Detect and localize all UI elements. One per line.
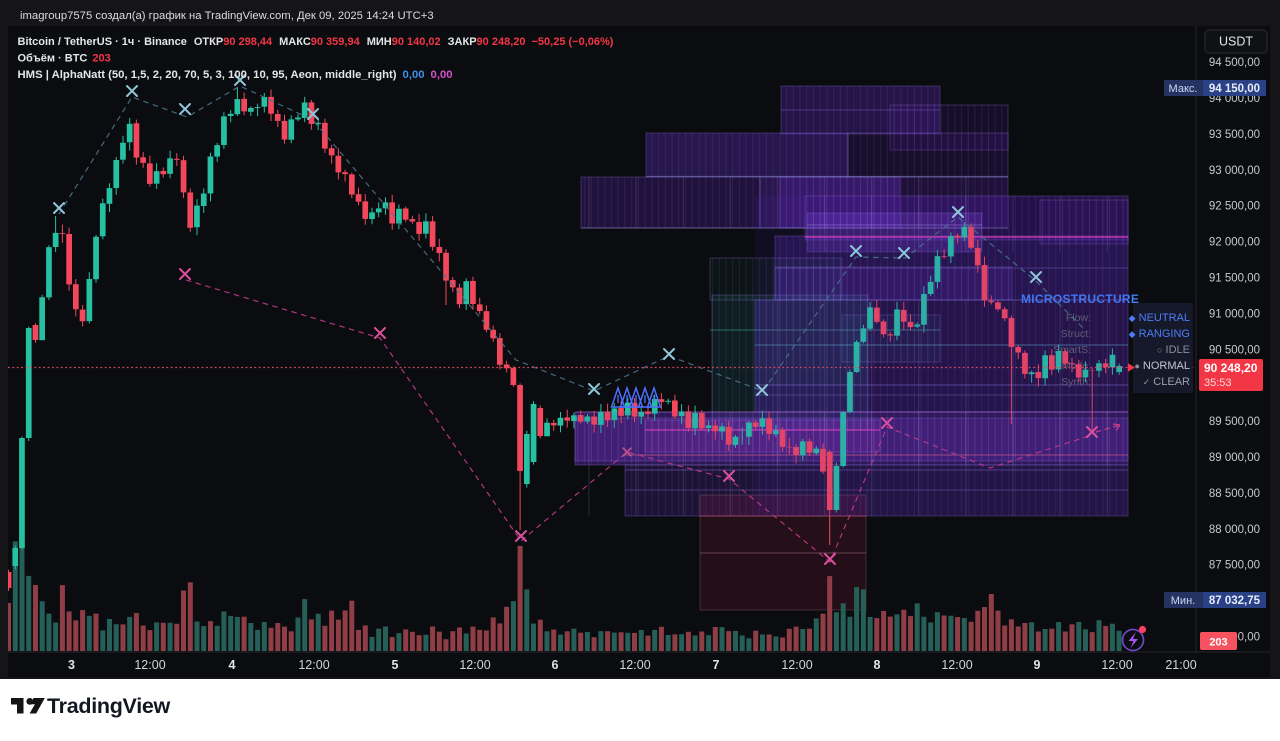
svg-text:6: 6 xyxy=(552,658,559,672)
svg-text:35:53: 35:53 xyxy=(1204,377,1232,389)
svg-text:Объём · BTC 203: Объём · BTC 203 xyxy=(18,53,111,65)
svg-text:91 000,00: 91 000,00 xyxy=(1209,308,1260,320)
svg-text:88 000,00: 88 000,00 xyxy=(1209,524,1260,536)
svg-text:89 500,00: 89 500,00 xyxy=(1209,416,1260,428)
svg-text:✓ CLEAR: ✓ CLEAR xyxy=(1143,376,1190,388)
svg-text:○ IDLE: ○ IDLE xyxy=(1157,344,1190,356)
svg-text:203: 203 xyxy=(1209,637,1227,649)
svg-text:12:00: 12:00 xyxy=(941,658,972,672)
svg-text:◆ NEUTRAL: ◆ NEUTRAL xyxy=(1129,312,1190,324)
svg-text:USDT: USDT xyxy=(1219,35,1253,49)
svg-text:91 500,00: 91 500,00 xyxy=(1209,273,1260,285)
svg-text:21:00: 21:00 xyxy=(1165,658,1196,672)
svg-text:94 150,00: 94 150,00 xyxy=(1209,83,1260,95)
svg-text:5: 5 xyxy=(392,658,399,672)
svg-text:89 000,00: 89 000,00 xyxy=(1209,452,1260,464)
svg-text:● NORMAL: ● NORMAL xyxy=(1134,360,1190,372)
svg-text:93 000,00: 93 000,00 xyxy=(1209,165,1260,177)
svg-text:Bitcoin / TetherUS · 1ч · Bina: Bitcoin / TetherUS · 1ч · BinanceОТКР90 … xyxy=(18,36,614,48)
svg-text:90 248,20: 90 248,20 xyxy=(1204,361,1258,375)
svg-text:12:00: 12:00 xyxy=(459,658,490,672)
svg-text:HMS | AlphaNatt (50, 1,5, 2, 2: HMS | AlphaNatt (50, 1,5, 2, 20, 70, 5, … xyxy=(18,69,453,81)
svg-text:92 000,00: 92 000,00 xyxy=(1209,237,1260,249)
svg-text:94 500,00: 94 500,00 xyxy=(1209,57,1260,69)
svg-text:9: 9 xyxy=(1034,658,1041,672)
svg-text:4: 4 xyxy=(229,658,236,672)
svg-text:87 500,00: 87 500,00 xyxy=(1209,560,1260,572)
svg-text:90 500,00: 90 500,00 xyxy=(1209,344,1260,356)
svg-text:88 500,00: 88 500,00 xyxy=(1209,488,1260,500)
svg-text:◆ RANGING: ◆ RANGING xyxy=(1129,328,1190,340)
svg-text:imagroup7575 создал(а) график: imagroup7575 создал(а) график на Trading… xyxy=(20,10,434,22)
svg-text:92 500,00: 92 500,00 xyxy=(1209,201,1260,213)
svg-text:93 500,00: 93 500,00 xyxy=(1209,129,1260,141)
svg-text:3: 3 xyxy=(68,658,75,672)
svg-text:12:00: 12:00 xyxy=(1101,658,1132,672)
svg-text:12:00: 12:00 xyxy=(134,658,165,672)
svg-text:12:00: 12:00 xyxy=(619,658,650,672)
svg-text:TradingView: TradingView xyxy=(47,694,171,718)
svg-text:Макс.: Макс. xyxy=(1169,83,1198,95)
svg-text:7: 7 xyxy=(713,658,720,672)
svg-text:12:00: 12:00 xyxy=(298,658,329,672)
svg-text:8: 8 xyxy=(874,658,881,672)
svg-text:87 032,75: 87 032,75 xyxy=(1209,595,1261,607)
svg-text:12:00: 12:00 xyxy=(781,658,812,672)
svg-text:Мин.: Мин. xyxy=(1171,595,1195,607)
